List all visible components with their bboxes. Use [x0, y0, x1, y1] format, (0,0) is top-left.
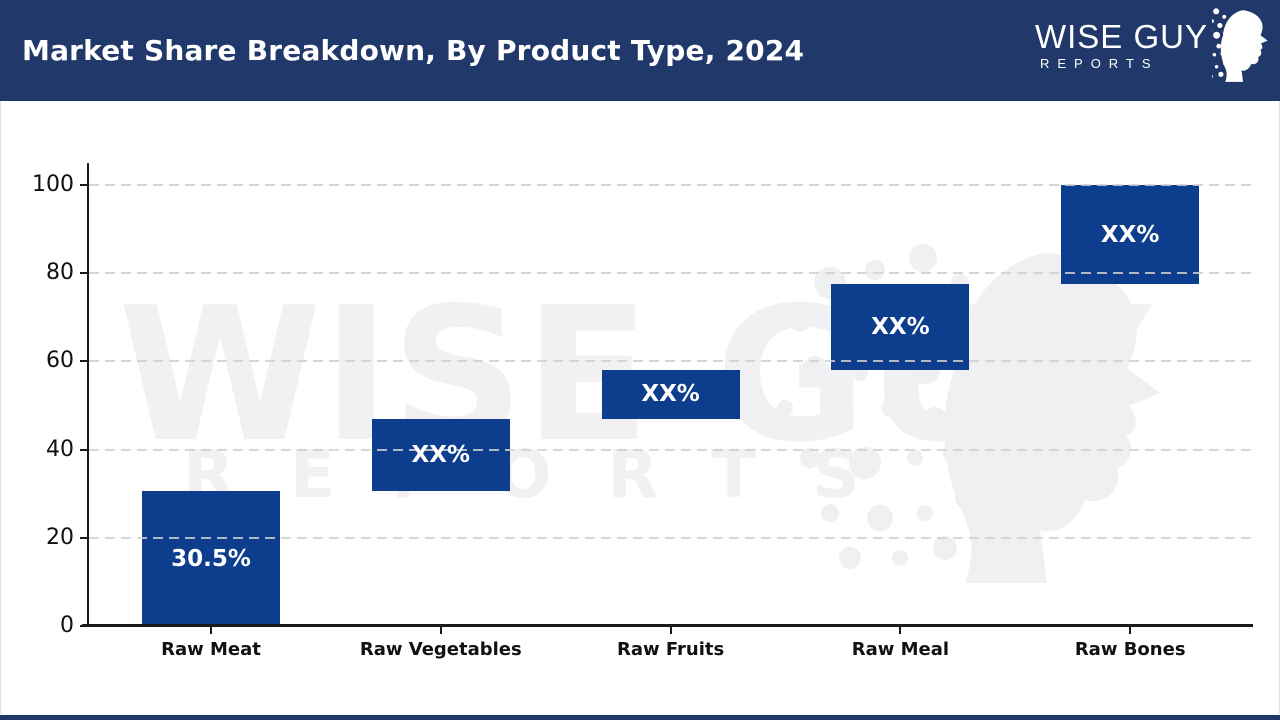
bar-raw-meal: [831, 284, 970, 371]
bar-raw-vegetables: [371, 418, 510, 492]
logo-wordmark: WISE GUY: [1034, 18, 1208, 55]
x-tick-mark: [669, 627, 672, 634]
y-tick-label: 0: [60, 613, 74, 638]
bar-raw-meat: [142, 491, 280, 626]
y-tick-mark: [80, 536, 88, 539]
gridline-100: [89, 184, 1253, 186]
logo-face-icon: [1212, 8, 1268, 82]
x-category-label: Raw Meal: [851, 639, 950, 660]
y-tick-mark: [80, 360, 88, 363]
bar-value-label: XX%: [1100, 221, 1160, 248]
x-tick-mark: [899, 627, 902, 634]
footer-bar: [0, 715, 1280, 720]
y-tick-label: 80: [46, 260, 74, 286]
x-axis-spine: [82, 624, 1253, 627]
y-tick-mark: [80, 448, 88, 451]
wise-guy-logo: WISE GUY REPORTS: [1035, 7, 1270, 83]
y-tick-label: 60: [46, 348, 74, 374]
x-tick-mark: [1129, 627, 1132, 634]
y-tick-label: 100: [32, 172, 74, 197]
y-tick-label: 20: [46, 524, 74, 550]
logo-text: WISE GUY REPORTS: [1035, 18, 1208, 72]
page-title: Market Share Breakdown, By Product Type,…: [22, 34, 805, 67]
y-tick-label: 40: [46, 436, 74, 462]
y-tick-mark: [80, 272, 88, 275]
x-tick-mark: [210, 627, 212, 634]
bar-raw-bones: [1061, 185, 1200, 285]
bar-value-label: XX%: [411, 442, 471, 469]
bar-value-label: XX%: [871, 314, 930, 341]
watermark-text-reports: REPORTS: [183, 436, 916, 513]
gridline-80: [89, 272, 1253, 275]
bar-value-label: 30.5%: [171, 545, 251, 572]
x-category-label: Raw Bones: [1074, 639, 1186, 660]
bar-value-label: XX%: [641, 381, 700, 408]
header-bar: Market Share Breakdown, By Product Type,…: [0, 0, 1280, 101]
bar-raw-fruits: [601, 370, 740, 419]
x-tick-mark: [439, 627, 442, 634]
y-tick-mark: [80, 184, 88, 186]
y-axis-spine: [87, 163, 89, 627]
gridline-40: [89, 448, 1253, 451]
gridline-60: [89, 360, 1253, 363]
x-category-label: Raw Vegetables: [359, 639, 522, 660]
x-category-label: Raw Meat: [161, 639, 261, 660]
gridline-20: [89, 536, 1253, 539]
x-category-label: Raw Fruits: [616, 639, 725, 660]
logo-subtitle: REPORTS: [1039, 56, 1159, 71]
